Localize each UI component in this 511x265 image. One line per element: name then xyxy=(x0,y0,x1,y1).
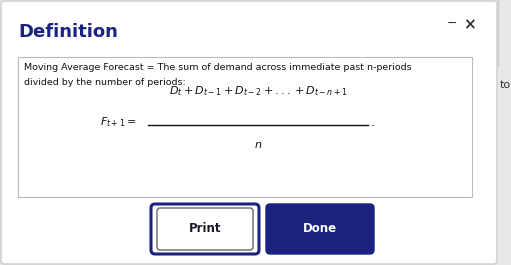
FancyBboxPatch shape xyxy=(18,57,472,197)
Text: $F_{t+1} =$: $F_{t+1} =$ xyxy=(100,115,136,129)
Text: Definition: Definition xyxy=(18,23,118,41)
FancyBboxPatch shape xyxy=(157,208,253,250)
Text: .: . xyxy=(371,116,375,129)
Text: Moving Average Forecast = The sum of demand across immediate past n-periods: Moving Average Forecast = The sum of dem… xyxy=(24,63,412,72)
Text: divided by the number of periods:: divided by the number of periods: xyxy=(24,78,186,87)
Text: to: to xyxy=(500,80,511,90)
Text: Done: Done xyxy=(303,223,337,236)
Text: Print: Print xyxy=(189,223,221,236)
Text: $n$: $n$ xyxy=(254,140,262,150)
Text: −: − xyxy=(447,17,457,30)
FancyBboxPatch shape xyxy=(266,204,374,254)
FancyBboxPatch shape xyxy=(1,1,497,264)
Text: ×: × xyxy=(463,17,476,32)
FancyBboxPatch shape xyxy=(151,204,259,254)
Text: $D_t + D_{t-1} + D_{t-2} + ... + D_{t-n+1}$: $D_t + D_{t-1} + D_{t-2} + ... + D_{t-n+… xyxy=(169,84,347,98)
